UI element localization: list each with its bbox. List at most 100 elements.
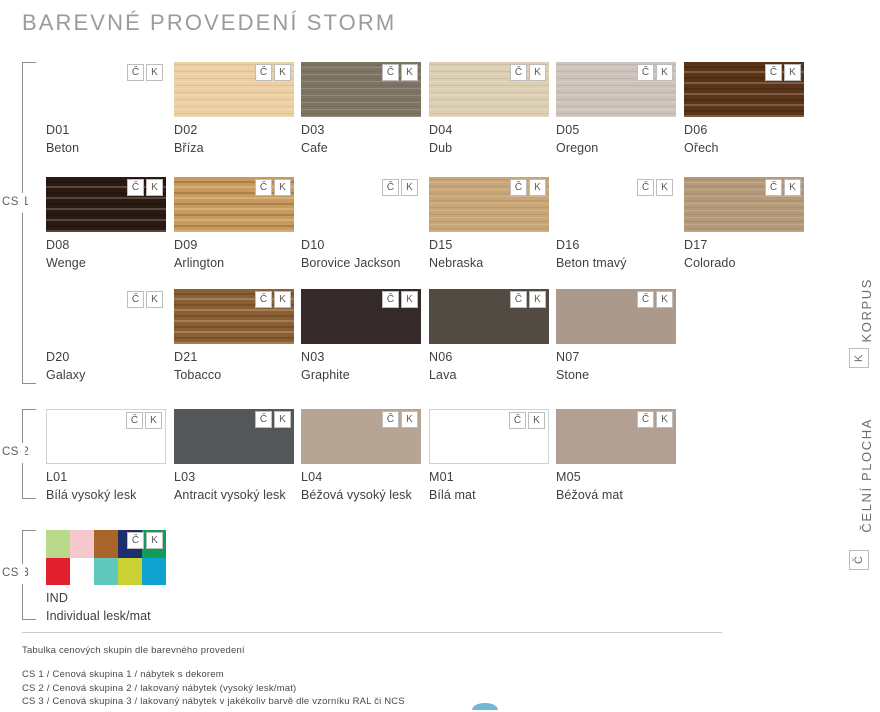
side-badge-k: K bbox=[849, 348, 869, 368]
swatch-d15[interactable]: Č K D15 Nebraska bbox=[429, 177, 549, 270]
swatch-d06[interactable]: Č K D06 Ořech bbox=[684, 62, 804, 155]
swatch-name: Oregon bbox=[556, 141, 599, 155]
swatch-n07[interactable]: Č K N07 Stone bbox=[556, 289, 676, 382]
badge-corpus-icon: K bbox=[146, 64, 163, 81]
swatch-code: D08 bbox=[46, 238, 70, 252]
swatch-code: D17 bbox=[684, 238, 708, 252]
swatch-d03[interactable]: Č K D03 Cafe bbox=[301, 62, 421, 155]
swatch-d09[interactable]: Č K D09 Arlington bbox=[174, 177, 294, 270]
swatch-code: D09 bbox=[174, 238, 198, 252]
bracket-label-mask bbox=[20, 443, 25, 463]
swatch-d10[interactable]: Č K D10 Borovice Jackson bbox=[301, 177, 421, 270]
swatch-d01[interactable]: Č K D01 Beton bbox=[46, 62, 166, 155]
group-bracket bbox=[22, 62, 36, 384]
badge-corpus-icon: K bbox=[529, 179, 546, 196]
group-label: CS 3 bbox=[2, 567, 30, 579]
swatch-name: Bílá mat bbox=[429, 488, 476, 502]
swatch-code: D16 bbox=[556, 238, 580, 252]
swatch-code: M01 bbox=[429, 470, 454, 484]
swatch-code: L01 bbox=[46, 470, 68, 484]
badge-corpus-icon: K bbox=[401, 179, 418, 196]
swatch-n03[interactable]: Č K N03 Graphite bbox=[301, 289, 421, 382]
badge-front-icon: Č bbox=[382, 179, 399, 196]
swatch-d21[interactable]: Č K D21 Tobacco bbox=[174, 289, 294, 382]
badge-front-icon: Č bbox=[255, 291, 272, 308]
swatch-m05[interactable]: Č K M05 Béžová mat bbox=[556, 409, 676, 502]
swatch-code: D21 bbox=[174, 350, 198, 364]
swatch-name: Ořech bbox=[684, 141, 719, 155]
swatch-name: Béžová mat bbox=[556, 488, 624, 502]
badge-corpus-icon: K bbox=[529, 64, 546, 81]
swatch-l01[interactable]: Č K L01 Bílá vysoký lesk bbox=[46, 409, 166, 502]
swatch-n06[interactable]: Č K N06 Lava bbox=[429, 289, 549, 382]
swatch-code: N03 bbox=[301, 350, 325, 364]
swatch-d05[interactable]: Č K D05 Oregon bbox=[556, 62, 676, 155]
swatch-ind[interactable]: Č K IND Individual lesk/mat bbox=[46, 530, 166, 623]
swatch-d17[interactable]: Č K D17 Colorado bbox=[684, 177, 804, 270]
swatch-code: N06 bbox=[429, 350, 453, 364]
swatch-code: L03 bbox=[174, 470, 196, 484]
swatch-name: Tobacco bbox=[174, 368, 222, 382]
badge-corpus-icon: K bbox=[274, 64, 291, 81]
multicolor-cell-7 bbox=[70, 557, 94, 585]
swatch-d08[interactable]: Č K D08 Wenge bbox=[46, 177, 166, 270]
swatch-name: Nebraska bbox=[429, 256, 484, 270]
swatch-l04[interactable]: Č K L04 Béžová vysoký lesk bbox=[301, 409, 421, 502]
swatch-d16[interactable]: Č K D16 Beton tmavý bbox=[556, 177, 676, 270]
swatch-d04[interactable]: Č K D04 Dub bbox=[429, 62, 549, 155]
swatch-name: Bílá vysoký lesk bbox=[46, 488, 137, 502]
multicolor-grid bbox=[46, 530, 166, 585]
swatch-l03[interactable]: Č K L03 Antracit vysoký lesk bbox=[174, 409, 294, 502]
swatch-d02[interactable]: Č K D02 Bříza bbox=[174, 62, 294, 155]
badge-corpus-icon: K bbox=[146, 291, 163, 308]
swatch-code: D05 bbox=[556, 123, 580, 137]
multicolor-cell-6 bbox=[46, 557, 70, 585]
footer-divider bbox=[22, 632, 722, 633]
swatch-code: IND bbox=[46, 591, 69, 605]
badge-front-icon: Č bbox=[255, 179, 272, 196]
swatch-name: Borovice Jackson bbox=[301, 256, 401, 270]
multicolor-cell-1 bbox=[46, 530, 70, 558]
badge-front-icon: Č bbox=[637, 411, 654, 428]
swatch-d20[interactable]: Č K D20 Galaxy bbox=[46, 289, 166, 382]
swatch-code: L04 bbox=[301, 470, 323, 484]
page-title: BAREVNÉ PROVEDENÍ STORM bbox=[22, 10, 397, 35]
multicolor-cell-10 bbox=[142, 557, 166, 585]
swatch-m01[interactable]: Č K M01 Bílá mat bbox=[429, 409, 549, 502]
badge-front-icon: Č bbox=[127, 291, 144, 308]
badge-corpus-icon: K bbox=[656, 411, 673, 428]
badge-corpus-icon: K bbox=[146, 179, 163, 196]
